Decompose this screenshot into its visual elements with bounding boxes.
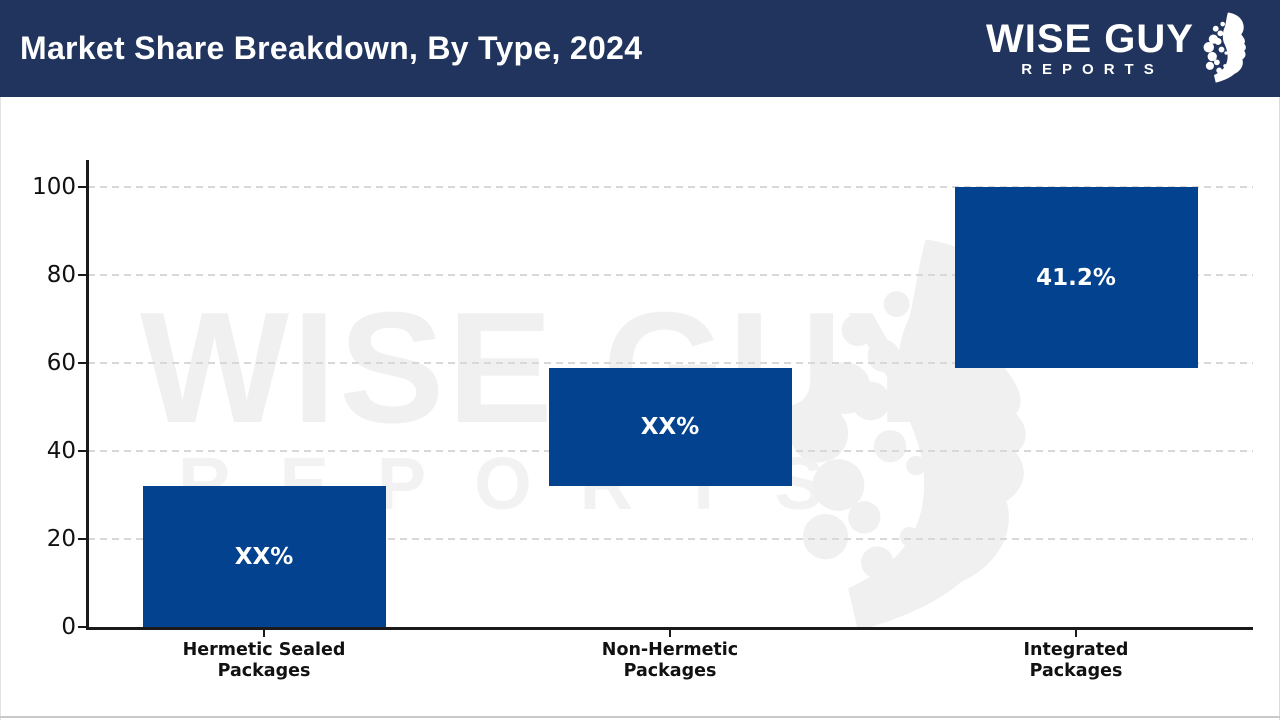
y-tick-mark-100 xyxy=(78,186,86,188)
x-tick-mark-1 xyxy=(669,629,671,637)
x-category-label-line: Hermetic Sealed xyxy=(182,640,346,660)
x-category-label-line: Integrated xyxy=(1023,640,1129,660)
x-category-label-non-hermetic-packages: Non-Hermetic Packages xyxy=(550,640,790,682)
page-title: Market Share Breakdown, By Type, 2024 xyxy=(20,30,643,66)
y-tick-mark-80 xyxy=(78,274,86,276)
x-tick-mark-2 xyxy=(1075,629,1077,637)
wiseguy-logo: WISE GUY REPORTS xyxy=(986,7,1254,91)
y-tick-label-40: 40 xyxy=(46,438,76,464)
x-tick-mark-0 xyxy=(263,629,265,637)
y-tick-mark-0 xyxy=(78,626,86,628)
y-tick-mark-20 xyxy=(78,538,86,540)
bar-integrated-packages: 41.2% xyxy=(954,187,1198,369)
y-tick-label-100: 100 xyxy=(32,174,76,200)
x-category-label-line: Packages xyxy=(1029,661,1123,681)
bar-non-hermetic-packages: XX% xyxy=(548,368,792,487)
y-tick-label-0: 0 xyxy=(61,614,76,640)
y-tick-mark-60 xyxy=(78,362,86,364)
y-tick-label-80: 80 xyxy=(46,262,76,288)
gridline-20 xyxy=(88,538,1253,540)
x-category-label-line: Packages xyxy=(623,661,717,681)
x-category-label-integrated-packages: Integrated Packages xyxy=(956,640,1196,682)
bar-value-label: XX% xyxy=(234,543,294,570)
wiseguy-face-icon xyxy=(1203,11,1246,83)
wiseguy-logo-line2: REPORTS xyxy=(1021,61,1164,78)
bar-value-label: XX% xyxy=(640,414,700,441)
gridline-100 xyxy=(88,186,1253,188)
y-tick-label-60: 60 xyxy=(46,350,76,376)
y-axis-line xyxy=(86,160,89,629)
header-bar: Market Share Breakdown, By Type, 2024 WI… xyxy=(0,0,1280,97)
bar-value-label: 41.2% xyxy=(1036,264,1116,291)
wiseguy-logo-text: WISE GUY REPORTS xyxy=(986,18,1194,79)
wiseguy-logo-line1: WISE GUY xyxy=(985,17,1194,61)
gridline-60 xyxy=(88,362,1253,364)
gridline-80 xyxy=(88,274,1253,276)
bar-hermetic-sealed-packages: XX% xyxy=(142,486,386,627)
x-category-label-line: Packages xyxy=(217,661,311,681)
x-axis-line xyxy=(86,627,1253,630)
y-tick-label-20: 20 xyxy=(46,526,76,552)
x-category-label-line: Non-Hermetic xyxy=(601,640,739,660)
x-category-label-hermetic-sealed-packages: Hermetic Sealed Packages xyxy=(144,640,384,682)
footer-divider xyxy=(0,716,1280,718)
y-tick-mark-40 xyxy=(78,450,86,452)
